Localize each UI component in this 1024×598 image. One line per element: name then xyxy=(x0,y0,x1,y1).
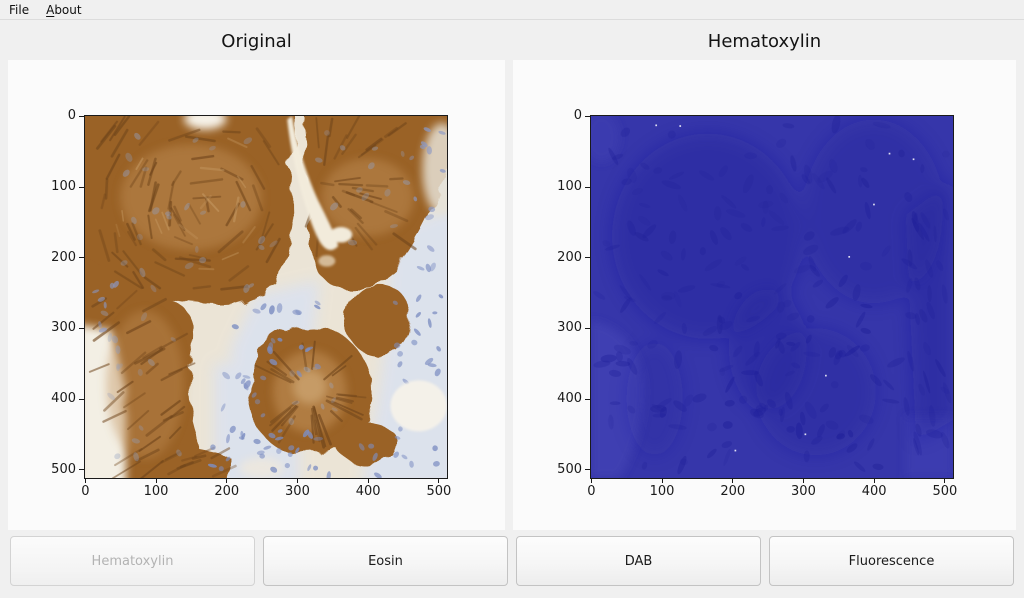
y-tick-label: 400 xyxy=(51,391,76,407)
menu-about[interactable]: About xyxy=(46,2,82,17)
x-tick-label: 500 xyxy=(932,484,958,499)
x-tick-label: 0 xyxy=(587,484,596,499)
x-tick-label: 300 xyxy=(285,484,310,499)
hematoxylin-button[interactable]: Hematoxylin xyxy=(10,536,255,586)
y-tick-label: 300 xyxy=(557,320,582,336)
panel-title-hematoxylin: Hematoxylin xyxy=(707,31,822,52)
y-tick-label: 200 xyxy=(557,249,582,265)
y-tick-label: 0 xyxy=(67,108,76,124)
y-tick-label: 400 xyxy=(557,391,582,407)
x-tick-label: 200 xyxy=(214,484,240,499)
original-image xyxy=(85,116,447,478)
x-tick-label: 100 xyxy=(143,484,169,499)
hematoxylin-image xyxy=(591,116,953,478)
eosin-button[interactable]: Eosin xyxy=(263,536,508,586)
y-tick-label: 500 xyxy=(557,461,582,477)
x-tick-label: 400 xyxy=(861,484,887,499)
y-tick-label: 100 xyxy=(557,179,582,195)
y-tick-label: 500 xyxy=(51,461,76,477)
x-tick-label: 200 xyxy=(720,484,746,499)
x-tick-label: 300 xyxy=(791,484,816,499)
y-tick-label: 300 xyxy=(51,320,76,336)
x-tick-label: 0 xyxy=(81,484,90,499)
panel-title-original: Original xyxy=(221,31,292,52)
hematoxylin-plot xyxy=(590,115,954,479)
fluorescence-button[interactable]: Fluorescence xyxy=(769,536,1014,586)
dab-button[interactable]: DAB xyxy=(516,536,761,586)
menubar: File About xyxy=(0,0,1024,20)
original-plot xyxy=(84,115,448,479)
x-tick-label: 100 xyxy=(649,484,675,499)
x-tick-label: 400 xyxy=(355,484,381,499)
menu-file[interactable]: File xyxy=(9,2,30,17)
y-tick-label: 100 xyxy=(51,179,76,195)
x-tick-label: 500 xyxy=(426,484,452,499)
y-tick-label: 200 xyxy=(51,249,76,265)
y-tick-label: 0 xyxy=(573,108,582,124)
